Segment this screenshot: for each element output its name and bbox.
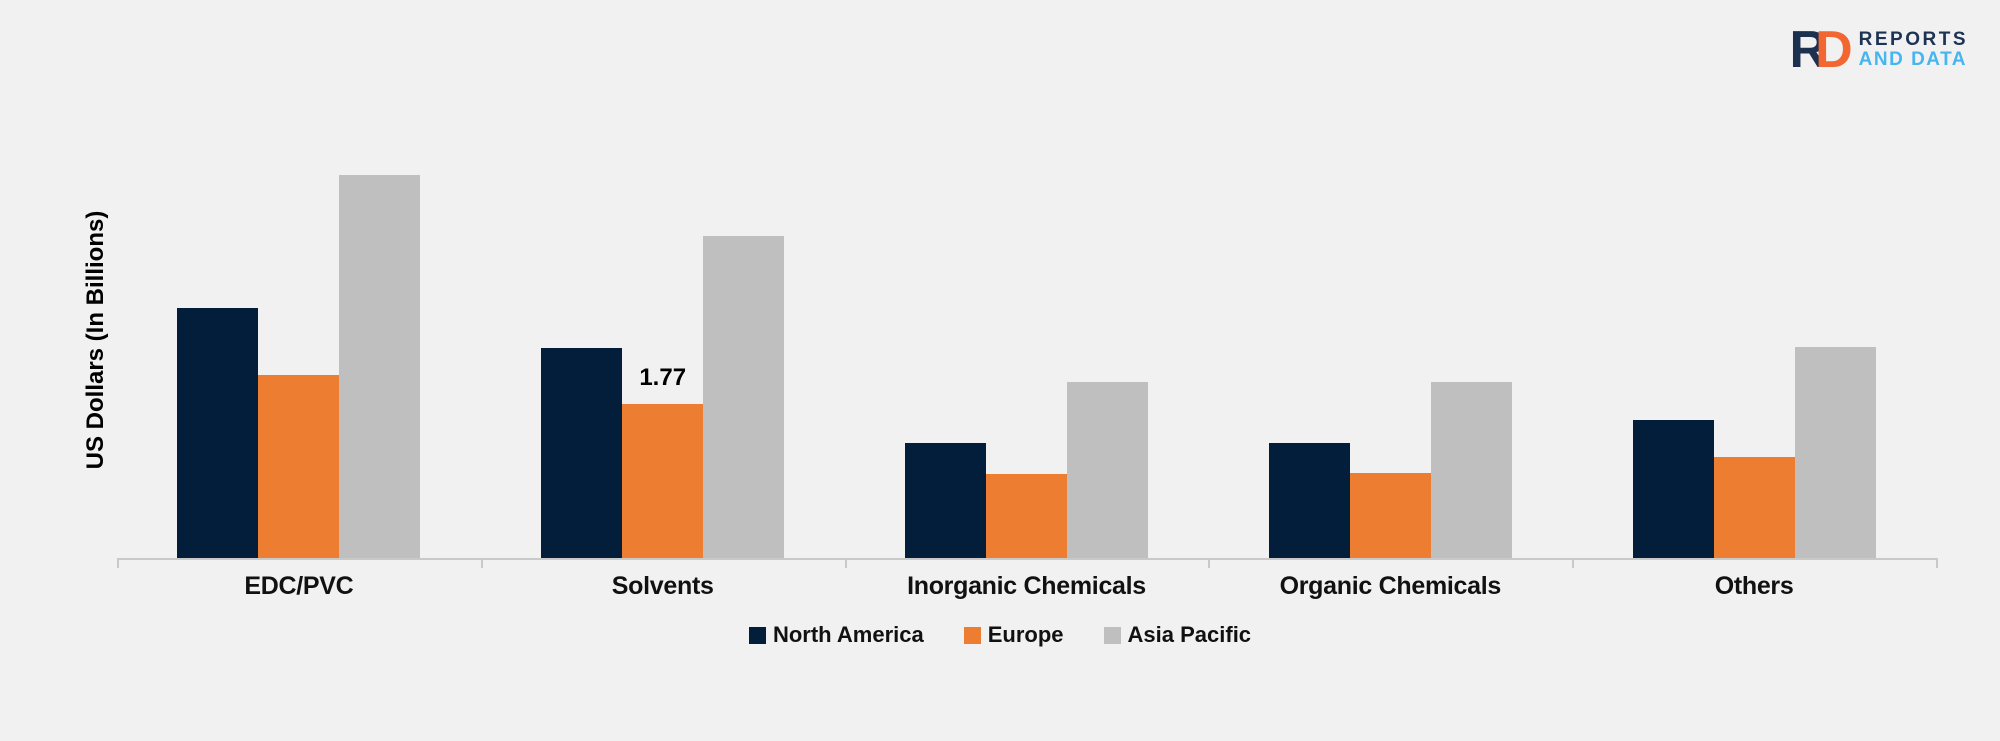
- bar-wrap: [258, 158, 340, 558]
- category-label-edc-pvc: EDC/PVC: [244, 572, 354, 600]
- bar-wrap: [703, 158, 785, 558]
- category-label-inorganic-chemicals: Inorganic Chemicals: [907, 572, 1146, 600]
- legend-label: Asia Pacific: [1127, 622, 1252, 647]
- bar-wrap: [985, 158, 1067, 558]
- logo-letter-r: R: [1789, 21, 1828, 79]
- bar-asia-pacific: [339, 174, 421, 558]
- legend: North America Europe Asia Pacific: [0, 622, 2000, 648]
- bar-wrap: [904, 158, 986, 558]
- legend-label: North America: [772, 622, 924, 647]
- bar-group-edc-pvc: [117, 158, 481, 558]
- bar-wrap: [1349, 158, 1431, 558]
- logo-line1: REPORTS: [1858, 29, 1968, 51]
- bar-wrap: [339, 158, 421, 558]
- bar-asia-pacific: [1430, 381, 1512, 558]
- legend-swatch-icon: [1103, 626, 1121, 644]
- x-axis-tick: [844, 558, 847, 568]
- y-axis-title: US Dollars (In Billions): [82, 210, 109, 470]
- bar-wrap: [1268, 158, 1350, 558]
- bar-europe: [985, 473, 1067, 558]
- bar-wrap: [1632, 158, 1714, 558]
- bar-wrap: [1713, 158, 1795, 558]
- x-axis-tick: [480, 558, 483, 568]
- bar-wrap: [177, 158, 259, 558]
- reports-and-data-logo: R D REPORTS AND DATA: [1790, 24, 1968, 76]
- plot-area: 1.77: [117, 158, 1936, 558]
- legend-swatch-icon: [963, 626, 981, 644]
- bar-europe: [1349, 472, 1431, 558]
- bar-wrap: [541, 158, 623, 558]
- bar-north-america: [177, 308, 259, 558]
- category-label-row: EDC/PVC Solvents Inorganic Chemicals Organi…: [117, 572, 1936, 601]
- category-label-solvents: Solvents: [611, 572, 714, 600]
- bar-group-others: [1572, 158, 1936, 558]
- category-label-others: Others: [1714, 572, 1794, 600]
- bar-asia-pacific: [703, 236, 785, 558]
- category-label-organic-chemicals: Organic Chemicals: [1279, 572, 1502, 600]
- legend-item-europe: Europe: [963, 622, 1064, 648]
- bar-group-solvents: 1.77: [481, 158, 845, 558]
- x-axis-tick: [1572, 558, 1575, 568]
- bar-wrap: 1.77: [622, 158, 704, 558]
- x-axis-tick: [117, 558, 119, 568]
- legend-label: Europe: [987, 622, 1064, 647]
- bar-value-label: 1.77: [639, 364, 687, 392]
- logo-text: REPORTS AND DATA: [1859, 30, 1968, 70]
- bar-north-america: [904, 443, 986, 558]
- logo-letter-d: D: [1815, 21, 1853, 79]
- bar-wrap: [1794, 158, 1876, 558]
- legend-item-asia-pacific: Asia Pacific: [1103, 622, 1252, 648]
- logo-rd-icon: R D: [1789, 21, 1853, 79]
- bar-asia-pacific: [1066, 382, 1148, 558]
- bar-group-organic-chemicals: [1208, 158, 1572, 558]
- bar-wrap: [1066, 158, 1148, 558]
- x-axis-tick: [1936, 558, 1938, 568]
- bar-group-inorganic-chemicals: [845, 158, 1209, 558]
- bar-north-america: [1268, 443, 1350, 558]
- bar-north-america: [541, 348, 623, 558]
- legend-item-north-america: North America: [748, 622, 924, 648]
- bar-europe: [1713, 457, 1795, 558]
- bar-asia-pacific: [1794, 346, 1876, 558]
- bar-north-america: [1632, 419, 1714, 558]
- bar-wrap: [1430, 158, 1512, 558]
- bar-europe: [258, 375, 340, 558]
- x-axis-line: [117, 558, 1936, 560]
- x-axis-tick: [1208, 558, 1211, 568]
- logo-line2: AND DATA: [1858, 49, 1968, 70]
- bar-europe: [622, 404, 704, 558]
- legend-swatch-icon: [748, 626, 766, 644]
